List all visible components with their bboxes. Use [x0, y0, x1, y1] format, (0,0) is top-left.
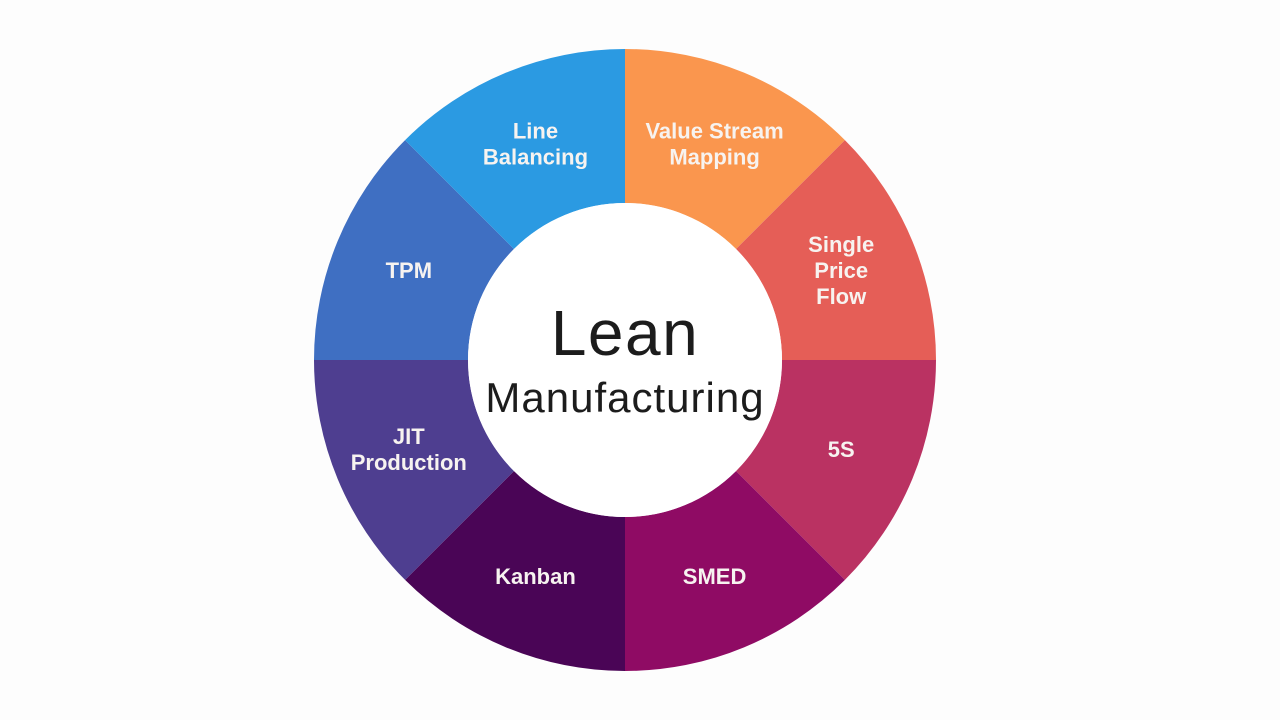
segment-tpm: [314, 140, 514, 360]
segment-label-value-stream-mapping: Value Stream Mapping: [645, 119, 783, 170]
segment-kanban: [405, 471, 625, 671]
segment-value-stream-mapping: [625, 49, 845, 249]
segment-smed: [625, 471, 845, 671]
segments-group: Value Stream Mapping Single Price Flow 5S SMED…: [314, 49, 937, 671]
segment-label-jit-production: JIT Production: [351, 424, 467, 475]
segment-label-single-price-flow: Single Price Flow: [808, 232, 874, 309]
segment-label-line-balancing: Line Balancing: [483, 119, 588, 170]
segment-label-kanban: Kanban: [495, 564, 576, 589]
segment-single-price-flow: [736, 140, 936, 360]
diagram-title-main: Lean: [551, 297, 699, 369]
segment-label-5s: 5S: [828, 437, 855, 462]
center-circle: [468, 203, 782, 517]
diagram-title-sub: Manufacturing: [485, 374, 764, 421]
segment-jit-production: [314, 360, 514, 580]
segment-label-smed: SMED: [683, 564, 747, 589]
segment-line-balancing: [405, 49, 625, 249]
segment-label-tpm: TPM: [386, 258, 432, 283]
segment-5s: [736, 360, 937, 580]
